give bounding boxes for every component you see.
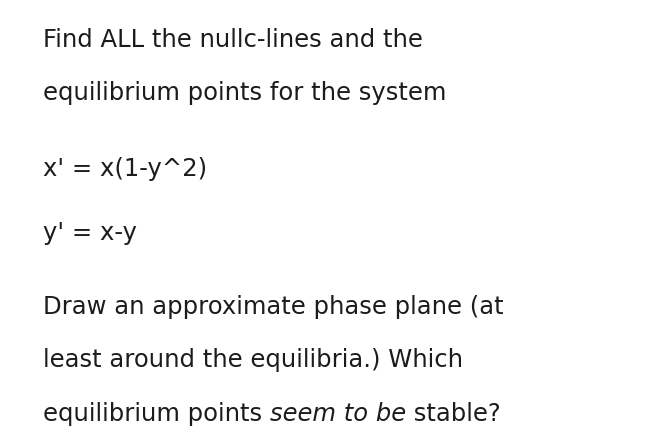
Text: y' = x-y: y' = x-y — [43, 221, 137, 245]
Text: Find ALL the nullc-lines and the: Find ALL the nullc-lines and the — [43, 28, 422, 52]
Text: equilibrium points: equilibrium points — [43, 401, 270, 425]
Text: least around the equilibria.) Which: least around the equilibria.) Which — [43, 348, 463, 372]
Text: stable?: stable? — [406, 401, 501, 425]
Text: equilibrium points for the system: equilibrium points for the system — [43, 81, 446, 105]
Text: x' = x(1-y^2): x' = x(1-y^2) — [43, 157, 207, 181]
Text: Draw an approximate phase plane (at: Draw an approximate phase plane (at — [43, 295, 503, 319]
Text: seem to be: seem to be — [270, 401, 406, 425]
